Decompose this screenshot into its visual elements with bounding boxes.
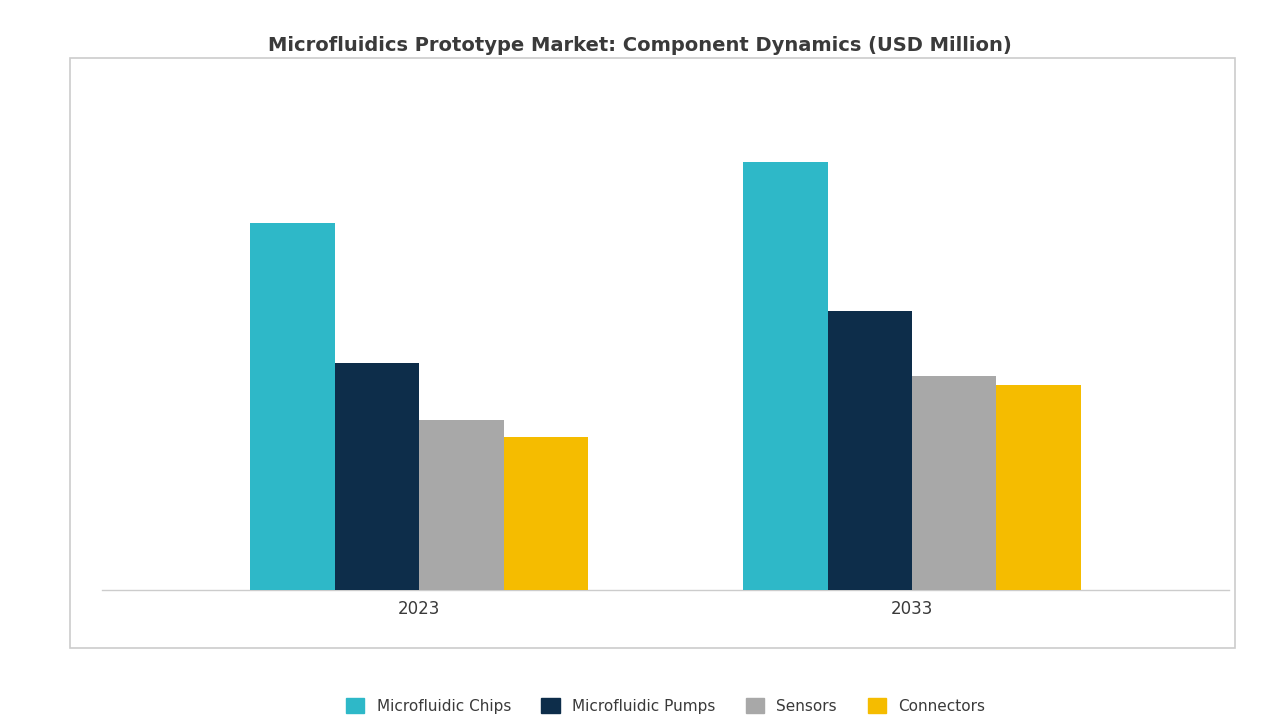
- Bar: [251, 223, 335, 590]
- Bar: [503, 437, 589, 590]
- Bar: [828, 310, 911, 590]
- Bar: [335, 363, 419, 590]
- Legend: Microfluidic Chips, Microfluidic Pumps, Sensors, Connectors: Microfluidic Chips, Microfluidic Pumps, …: [340, 692, 991, 720]
- Text: Microfluidics Prototype Market: Component Dynamics (USD Million): Microfluidics Prototype Market: Componen…: [268, 36, 1012, 55]
- Bar: [742, 162, 828, 590]
- Bar: [996, 385, 1080, 590]
- Bar: [419, 420, 503, 590]
- Bar: [911, 376, 996, 590]
